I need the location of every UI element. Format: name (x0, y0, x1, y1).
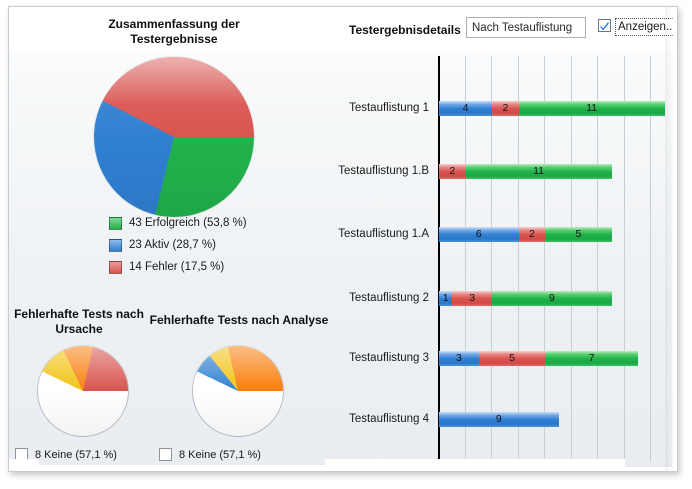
cause-chart-title: Fehlerhafte Tests nach Ursache (14, 307, 144, 337)
legend-label: 8 Keine (57,1 %) (35, 448, 117, 461)
bar-category-label: Testauflistung 1.A (338, 228, 429, 240)
legend-label: 43 Erfolgreich (53,8 %) (129, 217, 247, 229)
swatch-white-icon (159, 448, 172, 461)
summary-pie-chart[interactable] (94, 57, 254, 217)
report-panel: Zusammenfassung der Testergebnisse 43 Er… (8, 6, 678, 472)
checkmark-icon (600, 21, 609, 31)
show-checkbox[interactable] (598, 19, 611, 32)
bar-segment-aktiv[interactable]: 1 (439, 291, 453, 306)
group-by-select[interactable]: Nach Testauflistung (466, 17, 586, 38)
gridline (544, 56, 546, 462)
cause-pie-chart[interactable] (37, 345, 129, 437)
table-row[interactable]: 9 (439, 412, 559, 427)
paper-tear-far-right (621, 467, 677, 471)
bar-segment-fehler[interactable]: 3 (452, 291, 493, 306)
bar-segment-fehler[interactable]: 5 (478, 351, 546, 366)
bar-segment-erfolgreich[interactable]: 5 (545, 227, 612, 242)
summary-title-line1: Zusammenfassung der (108, 17, 240, 31)
gridline (517, 56, 519, 462)
paper-curl-edge (665, 7, 677, 471)
cause-legend-item-keine[interactable]: 8 Keine (57,1 %) (15, 445, 175, 464)
details-title: Testergebnisdetails (349, 23, 461, 37)
swatch-green-icon (109, 216, 122, 230)
legend-item-fehler[interactable]: 14 Fehler (17,5 %) (109, 256, 319, 278)
analysis-legend-item-keine[interactable]: 8 Keine (57,1 %) (159, 445, 324, 464)
gridline (597, 56, 599, 462)
bar-segment-fehler[interactable]: 2 (439, 164, 466, 179)
paper-tear-left (9, 459, 39, 471)
bar-segment-fehler[interactable]: 2 (492, 101, 519, 116)
bar-segment-erfolgreich[interactable]: 9 (492, 291, 612, 306)
bar-segment-aktiv[interactable]: 9 (439, 412, 559, 427)
analysis-pie-chart[interactable] (192, 345, 284, 437)
bar-segment-erfolgreich[interactable]: 11 (518, 101, 665, 116)
summary-title-line2: Testergebnisse (130, 32, 218, 46)
test-details-bar-chart: 4 2 11 2 11 6 2 5 1 3 9 3 5 7 9 Testauflistung 1 Testau… (330, 52, 678, 470)
bar-segment-erfolgreich[interactable]: 7 (545, 351, 639, 366)
bar-segment-fehler[interactable]: 2 (518, 227, 546, 242)
gridline (623, 56, 625, 462)
cause-title-line2: Ursache (55, 322, 103, 336)
gridline (464, 56, 466, 462)
gridline (677, 56, 678, 462)
bar-category-label: Testauflistung 2 (349, 292, 429, 304)
bar-category-label: Testauflistung 4 (349, 413, 429, 425)
cause-title-line1: Fehlerhafte Tests nach (14, 307, 144, 321)
gridline (491, 56, 493, 462)
bar-category-label: Testauflistung 3 (349, 352, 429, 364)
gridline (650, 56, 652, 462)
bar-segment-aktiv[interactable]: 3 (439, 351, 479, 366)
analysis-title: Fehlerhafte Tests nach Analyse (149, 313, 329, 327)
bar-segment-aktiv[interactable]: 4 (439, 101, 493, 116)
bar-category-label: Testauflistung 1.B (338, 165, 429, 177)
legend-item-erfolgreich[interactable]: 43 Erfolgreich (53,8 %) (109, 212, 319, 234)
legend-label: 14 Fehler (17,5 %) (129, 261, 225, 273)
bar-chart-plot-area: 4 2 11 2 11 6 2 5 1 3 9 3 5 7 9 (438, 52, 678, 470)
paper-tear-mid (37, 465, 327, 471)
analysis-chart-title: Fehlerhafte Tests nach Analyse (149, 313, 329, 328)
legend-label: 23 Aktiv (28,7 %) (129, 239, 216, 251)
table-row[interactable]: 4 2 11 (439, 101, 665, 116)
legend-item-aktiv[interactable]: 23 Aktiv (28,7 %) (109, 234, 319, 256)
swatch-blue-icon (109, 238, 122, 252)
gridline (570, 56, 572, 462)
summary-chart-title: Zusammenfassung der Testergebnisse (59, 17, 289, 47)
y-axis-line (438, 56, 440, 469)
show-checkbox-label[interactable]: Anzeigen... (615, 18, 677, 36)
paper-tear-right (325, 459, 625, 471)
bar-segment-erfolgreich[interactable]: 11 (465, 164, 612, 179)
summary-legend: 43 Erfolgreich (53,8 %) 23 Aktiv (28,7 %… (109, 212, 319, 278)
bar-category-label: Testauflistung 1 (349, 102, 429, 114)
swatch-red-icon (109, 260, 122, 274)
bar-segment-aktiv[interactable]: 6 (439, 227, 519, 242)
legend-label: 8 Keine (57,1 %) (179, 448, 261, 461)
table-row[interactable]: 2 11 (439, 164, 612, 179)
